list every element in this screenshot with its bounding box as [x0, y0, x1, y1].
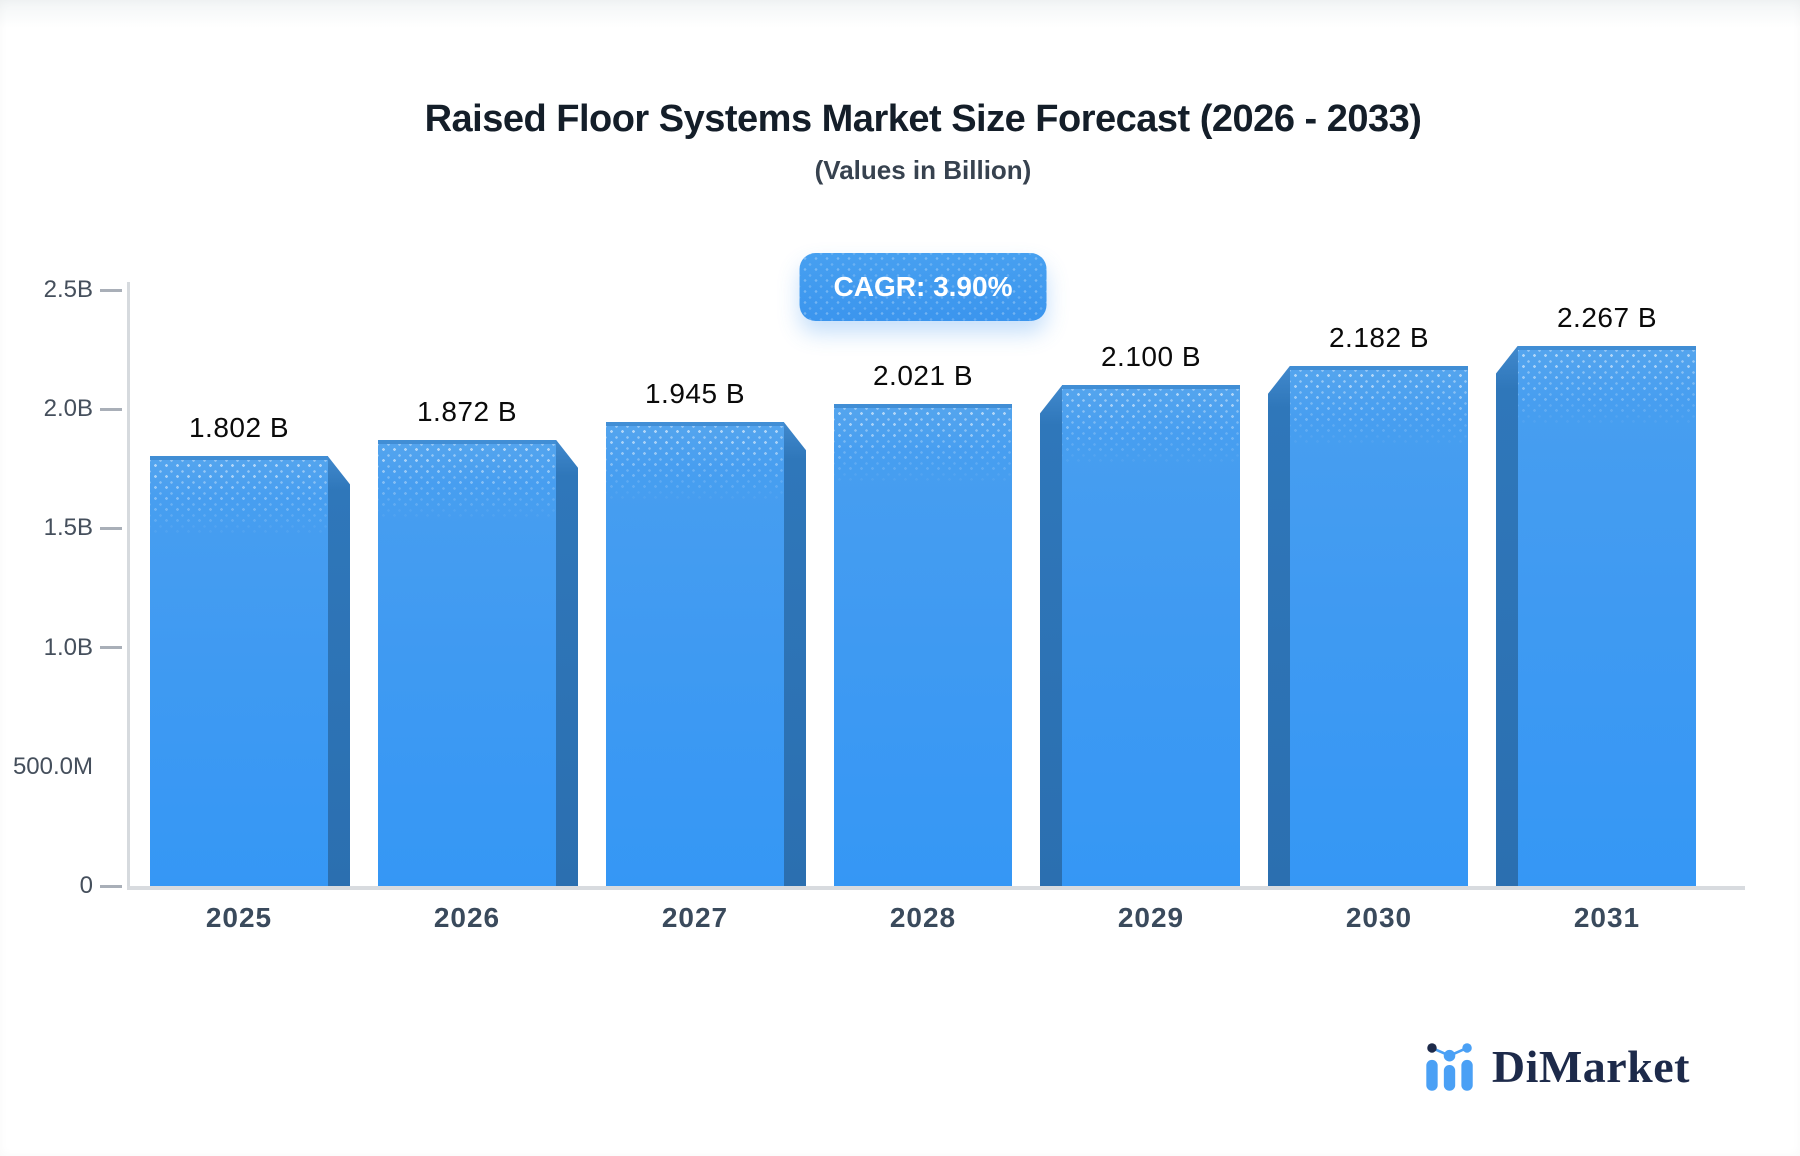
bar [1062, 385, 1240, 886]
bar-side-face [328, 456, 350, 886]
bar-side-face [1268, 365, 1290, 886]
bar-side-face [784, 422, 806, 886]
bar [834, 404, 1012, 886]
y-axis-label: 500.0M [12, 752, 93, 780]
y-axis-label: 1.5B [43, 514, 93, 542]
x-axis-label: 2025 [205, 902, 273, 933]
y-axis-label: 1.0B [43, 633, 93, 661]
y-axis-tick [100, 526, 122, 530]
y-axis-line [127, 282, 130, 888]
x-axis-label: 2030 [1345, 902, 1413, 933]
bar [1518, 345, 1696, 886]
bar-value-label: 2.021 B [872, 360, 974, 392]
bar-value-label: 2.182 B [1328, 321, 1430, 353]
x-axis-label: 2029 [1117, 902, 1185, 933]
bar [150, 456, 328, 886]
y-axis-label: 2.0B [43, 395, 93, 423]
x-axis-label: 2027 [661, 902, 729, 933]
x-axis-label: 2028 [889, 902, 957, 933]
bar-value-label: 1.945 B [644, 378, 746, 410]
y-axis-tick [100, 884, 122, 888]
brand-name: DiMarket [1491, 1040, 1690, 1092]
chart-title: Raised Floor Systems Market Size Forecas… [424, 98, 1422, 140]
bar-value-label: 1.872 B [416, 395, 518, 427]
bar [1290, 365, 1468, 886]
dimarket-logo-icon [1426, 1043, 1473, 1091]
x-axis-line [127, 886, 1745, 890]
y-axis-label: 2.5B [43, 276, 93, 303]
brand-watermark: DiMarket [1416, 1038, 1690, 1094]
cagr-badge: CAGR: 3.90% [799, 253, 1047, 321]
x-axis-label: 2026 [433, 902, 501, 933]
chart-header: Raised Floor Systems Market Size Forecas… [150, 0, 1696, 186]
bar-side-face [1040, 385, 1062, 886]
cagr-badge-label: CAGR: 3.90% [833, 271, 1013, 302]
bar [606, 422, 784, 886]
y-axis-tick [100, 288, 122, 292]
bar-value-label: 2.267 B [1556, 301, 1658, 333]
y-axis-label: 0 [79, 872, 93, 899]
chart-subtitle: (Values in Billion) [814, 155, 1032, 185]
bar-side-face [556, 439, 578, 886]
bar-side-face [1496, 345, 1518, 886]
bar [378, 439, 556, 886]
x-axis-label: 2031 [1573, 902, 1641, 933]
y-axis-tick [100, 646, 122, 650]
bar-value-label: 2.100 B [1100, 341, 1202, 373]
y-axis-tick [100, 407, 122, 411]
bar-value-label: 1.802 B [188, 412, 290, 444]
